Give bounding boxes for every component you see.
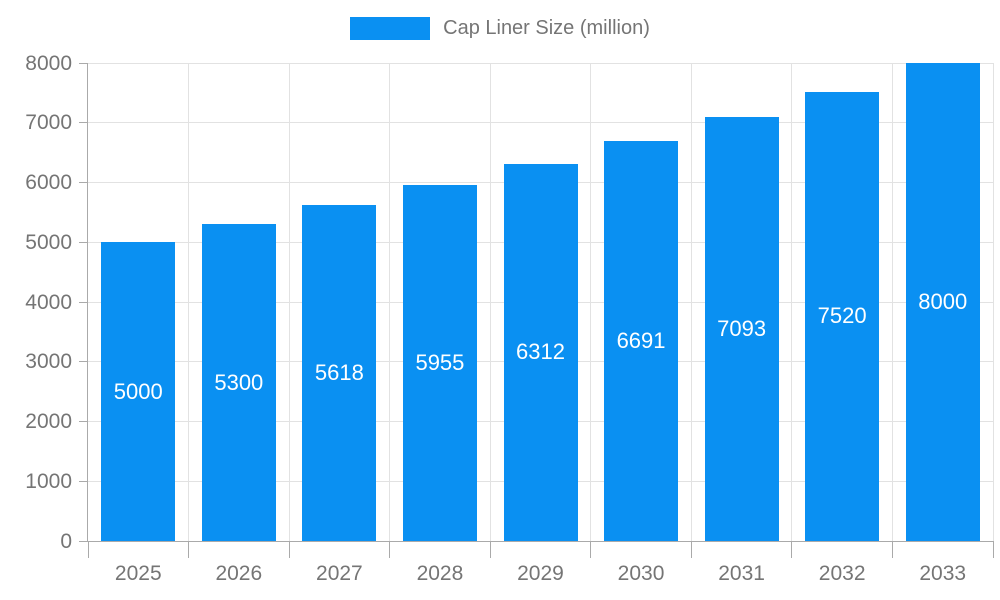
- bar-value-label: 5955: [415, 350, 465, 376]
- bar-value-label: 5618: [314, 360, 364, 386]
- bar[interactable]: [402, 185, 477, 541]
- gridline-vertical: [188, 63, 190, 541]
- y-tick-mark: [79, 182, 88, 183]
- x-tick-mark: [87, 541, 89, 558]
- gridline-vertical: [891, 63, 893, 541]
- bar[interactable]: [503, 163, 578, 541]
- x-tick-mark: [690, 541, 692, 558]
- y-tick-mark: [79, 122, 88, 124]
- x-axis-tick-label: 2027: [316, 562, 363, 585]
- x-axis-tick-label: 2030: [617, 562, 665, 585]
- y-tick-mark: [79, 241, 88, 243]
- y-axis-line: [87, 63, 88, 542]
- x-axis-tick-label: 2032: [818, 562, 866, 585]
- y-tick-mark: [79, 480, 88, 482]
- y-axis-tick-label: 5000: [25, 230, 72, 254]
- x-tick-mark: [389, 541, 391, 558]
- y-tick-mark: [79, 361, 88, 363]
- gridline-vertical: [389, 63, 391, 541]
- bar[interactable]: [905, 63, 980, 541]
- y-axis-tick-label: 0: [60, 529, 72, 553]
- gridline-vertical: [489, 63, 491, 541]
- bar-value-label: 5300: [214, 369, 264, 395]
- legend-swatch: [350, 17, 431, 40]
- x-axis-tick-label: 2026: [215, 562, 263, 585]
- x-axis-tick-label: 2031: [718, 562, 765, 585]
- bar[interactable]: [101, 242, 176, 541]
- bar-value-label: 5000: [113, 378, 163, 404]
- bar-value-label: 7520: [817, 303, 867, 329]
- y-axis-tick-label: 6000: [25, 171, 72, 194]
- x-axis-tick-label: 2025: [114, 562, 162, 585]
- bar[interactable]: [805, 91, 880, 541]
- gridline-vertical: [690, 63, 692, 541]
- y-axis-tick-label: 3000: [25, 350, 72, 374]
- bar-value-label: 7093: [717, 316, 767, 342]
- x-tick-mark: [891, 541, 893, 558]
- bar-value-label: 6691: [616, 328, 666, 354]
- x-tick-mark: [590, 541, 592, 558]
- x-tick-mark: [489, 541, 491, 558]
- y-axis-tick-label: 8000: [25, 51, 72, 75]
- x-tick-mark: [188, 541, 190, 558]
- y-tick-mark: [79, 301, 88, 303]
- gridline-vertical: [590, 63, 592, 541]
- x-tick-mark: [288, 541, 290, 558]
- bar-value-label: 6312: [516, 339, 565, 365]
- bar[interactable]: [604, 141, 679, 541]
- gridline-vertical: [791, 63, 793, 541]
- y-tick-mark: [79, 62, 88, 64]
- gridline-vertical: [992, 63, 994, 541]
- bar[interactable]: [201, 224, 276, 541]
- y-tick-mark: [79, 540, 88, 542]
- bar[interactable]: [704, 117, 779, 541]
- y-axis-tick-label: 1000: [25, 469, 72, 493]
- y-axis-tick-label: 4000: [25, 290, 72, 314]
- x-axis-line: [88, 540, 993, 542]
- y-axis-tick-label: 7000: [25, 111, 72, 135]
- bar-value-label: 8000: [918, 289, 968, 314]
- y-tick-mark: [79, 421, 88, 422]
- bar[interactable]: [302, 205, 377, 541]
- gridline-horizontal: [88, 122, 993, 124]
- x-axis-tick-label: 2033: [919, 562, 967, 585]
- x-tick-mark: [992, 541, 994, 558]
- legend[interactable]: Cap Liner Size (million): [0, 17, 1000, 40]
- x-axis-tick-label: 2029: [517, 562, 564, 585]
- gridline-horizontal: [88, 62, 993, 64]
- x-axis-tick-label: 2028: [416, 562, 464, 585]
- gridline-vertical: [288, 63, 290, 541]
- legend-label: Cap Liner Size (million): [443, 17, 650, 39]
- y-axis-tick-label: 2000: [25, 410, 72, 433]
- x-tick-mark: [791, 541, 793, 558]
